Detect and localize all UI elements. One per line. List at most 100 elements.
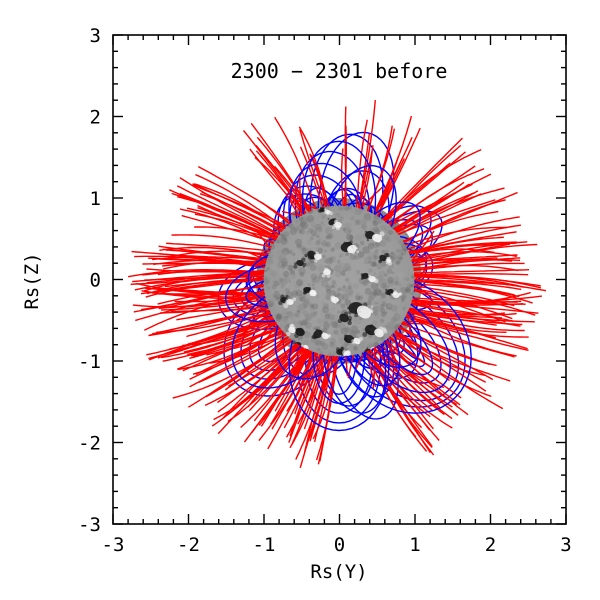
open-field-line: [146, 312, 271, 356]
open-field-line: [414, 273, 529, 276]
open-field-line: [414, 280, 522, 291]
open-field-line: [236, 259, 267, 265]
open-field-line: [413, 262, 525, 271]
open-field-line: [385, 339, 398, 362]
y-tick-label: 0: [90, 270, 101, 292]
closed-field-line: [346, 333, 401, 387]
axis-ticks: [112, 34, 567, 525]
open-field-line: [409, 241, 517, 254]
closed-field-line: [322, 343, 387, 414]
open-field-line: [411, 241, 528, 261]
closed-field-line: [346, 288, 466, 408]
open-field-line: [408, 309, 535, 323]
open-field-line: [248, 348, 306, 412]
open-field-line: [411, 230, 435, 263]
open-field-line: [288, 354, 324, 443]
open-field-line: [358, 145, 374, 209]
open-field-line: [209, 334, 287, 364]
open-field-line: [410, 303, 517, 316]
y-tick-label: 1: [90, 188, 101, 210]
open-field-line: [241, 312, 272, 335]
y-tick-label: 3: [90, 25, 101, 47]
open-field-line: [317, 356, 339, 465]
open-field-line: [179, 192, 278, 239]
open-field-line: [256, 231, 271, 250]
y-tick-label: -1: [78, 351, 101, 373]
open-field-line: [140, 279, 264, 295]
open-field-line: [410, 302, 514, 322]
axis-tick-labels: -3 -2 -1 0 1 2 3 3 2 1 0 -1 -2 -3: [78, 25, 572, 556]
open-field-line: [376, 127, 421, 217]
open-field-line: [373, 115, 413, 215]
open-field-line: [217, 344, 300, 435]
open-field-line: [156, 311, 271, 333]
closed-field-line: [325, 188, 361, 209]
closed-field-line: [274, 325, 343, 380]
open-field-line: [194, 183, 285, 230]
open-field-line: [250, 122, 312, 212]
closed-field-line: [338, 280, 472, 414]
open-field-line: [127, 269, 265, 278]
open-field-line: [392, 333, 511, 382]
open-field-line: [400, 322, 425, 325]
x-tick-label: 3: [560, 534, 571, 556]
open-field-line: [249, 321, 277, 324]
open-field-line: [179, 208, 274, 245]
open-field-line: [249, 309, 270, 325]
open-field-line: [204, 344, 299, 407]
closed-field-line: [288, 340, 390, 432]
open-field-line: [382, 148, 482, 221]
open-field-line: [142, 262, 266, 266]
open-field-line: [358, 100, 376, 209]
closed-field-line: [263, 238, 277, 257]
open-field-line: [232, 288, 265, 317]
open-field-line: [290, 348, 307, 360]
open-field-line: [289, 354, 326, 449]
open-field-line: [414, 275, 547, 292]
closed-field-line: [361, 303, 452, 394]
open-field-line: [375, 346, 442, 409]
closed-field-line: [320, 354, 358, 396]
open-field-line: [406, 312, 412, 339]
x-tick-label: 2: [485, 534, 496, 556]
open-field-line: [414, 273, 541, 287]
open-field-line: [146, 272, 264, 284]
open-field-line: [188, 336, 290, 408]
open-field-line: [299, 146, 324, 208]
open-field-line: [251, 350, 313, 434]
x-tick-label: -3: [102, 534, 125, 556]
open-field-line: [194, 213, 277, 241]
open-field-line: [166, 242, 270, 252]
open-field-line: [132, 271, 265, 283]
open-field-line: [411, 299, 539, 314]
open-field-line: [291, 354, 325, 445]
open-field-line: [201, 191, 283, 233]
open-field-line: [406, 313, 507, 333]
open-field-line: [387, 165, 476, 225]
open-field-line: [414, 275, 524, 288]
open-field-line: [236, 343, 299, 407]
open-field-line: [283, 353, 319, 429]
open-field-line: [309, 355, 331, 442]
open-field-line: [254, 156, 307, 214]
y-tick-label: -3: [78, 514, 101, 536]
open-field-line: [400, 323, 515, 358]
open-field-line: [197, 165, 293, 223]
open-field-line: [358, 133, 370, 209]
closed-field-line: [245, 280, 269, 308]
closed-field-line: [247, 254, 269, 303]
open-field-line: [408, 310, 497, 326]
open-field-line: [397, 199, 496, 235]
open-field-line: [164, 278, 264, 288]
closed-field-line: [301, 140, 377, 215]
open-field-line: [361, 151, 373, 210]
open-field-line: [391, 334, 485, 376]
open-field-line: [159, 246, 269, 256]
closed-field-line: [374, 201, 421, 249]
open-field-line: [160, 320, 276, 359]
open-field-line: [172, 338, 291, 399]
open-field-line: [393, 173, 492, 231]
open-field-line: [176, 185, 280, 236]
x-axis-label: Rs(Y): [310, 561, 367, 583]
